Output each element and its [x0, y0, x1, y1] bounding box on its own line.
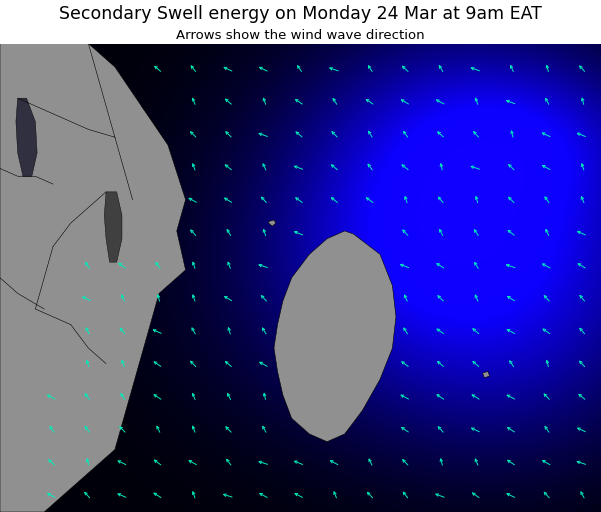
- Text: Arrows show the wind wave direction: Arrows show the wind wave direction: [176, 29, 425, 42]
- Polygon shape: [269, 220, 276, 226]
- Polygon shape: [16, 98, 37, 176]
- Polygon shape: [483, 371, 490, 378]
- Polygon shape: [105, 192, 122, 262]
- Text: Secondary Swell energy on Monday 24 Mar at 9am EAT: Secondary Swell energy on Monday 24 Mar …: [59, 5, 542, 23]
- Polygon shape: [0, 44, 186, 512]
- Polygon shape: [274, 231, 396, 442]
